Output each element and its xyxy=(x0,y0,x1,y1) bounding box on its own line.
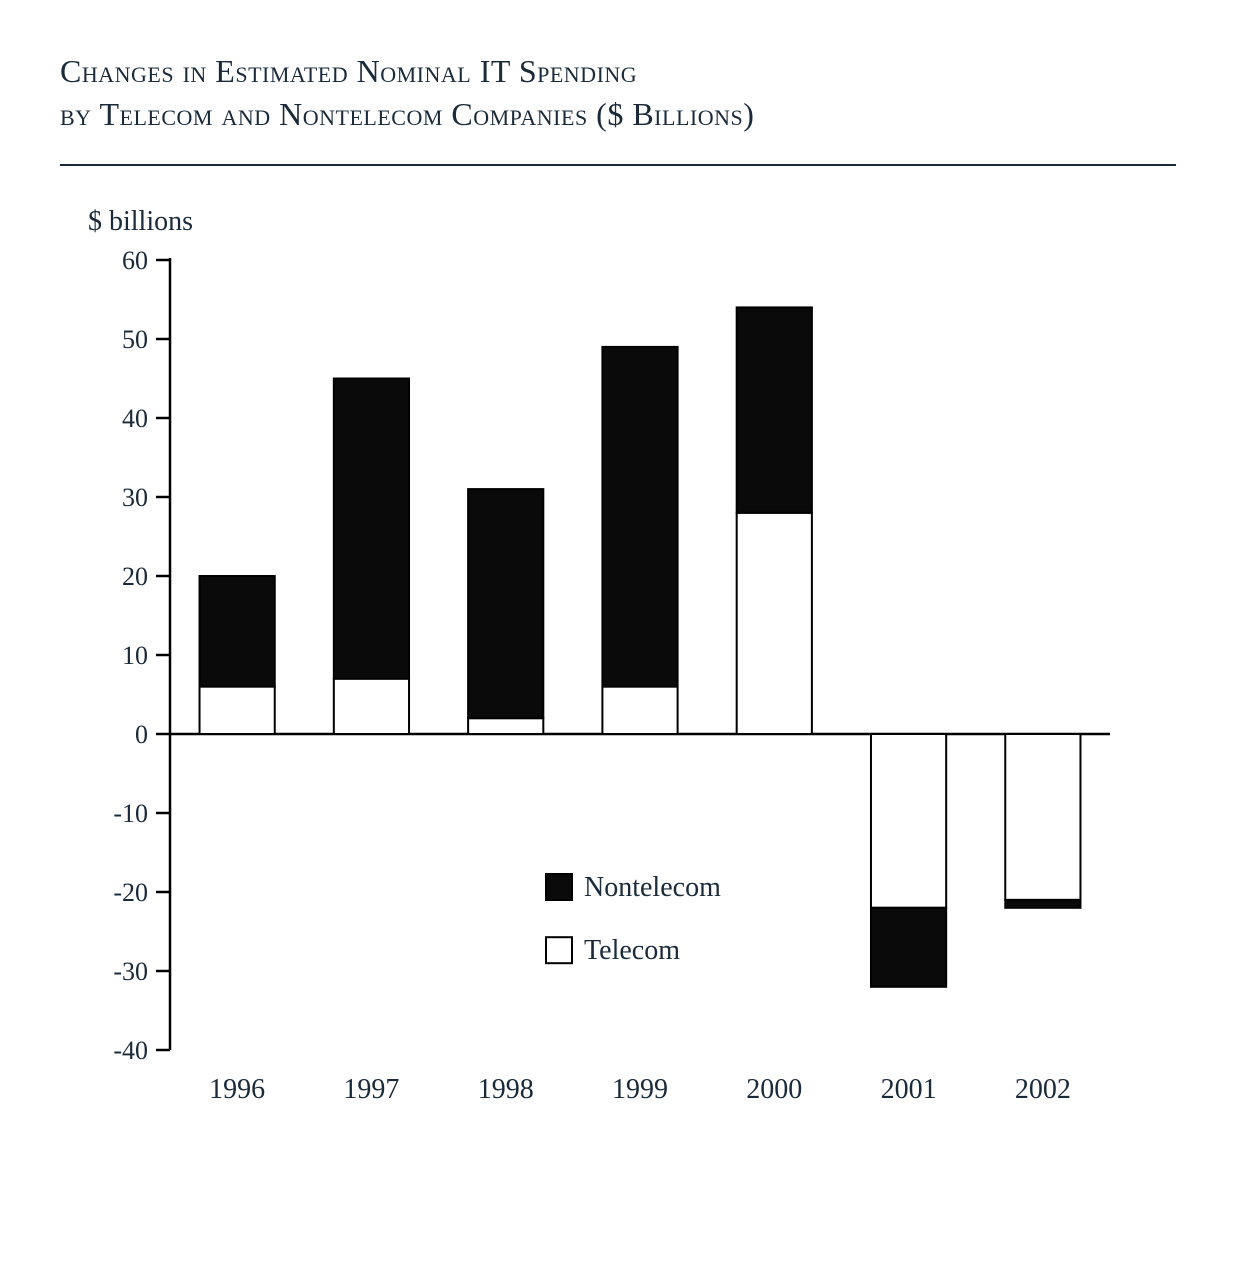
bar-nontelecom xyxy=(602,347,677,687)
y-tick-label: 20 xyxy=(122,562,148,591)
x-tick-label: 2001 xyxy=(881,1074,937,1105)
y-tick-label: 60 xyxy=(122,250,148,275)
bar-telecom xyxy=(1005,734,1080,900)
chart-title: Changes in Estimated Nominal IT Spending… xyxy=(60,50,1176,136)
y-tick-label: 10 xyxy=(122,641,148,670)
x-tick-label: 2002 xyxy=(1015,1074,1071,1105)
x-tick-label: 1998 xyxy=(478,1074,534,1105)
title-line-2: by Telecom and Nontelecom Companies ($ B… xyxy=(60,96,754,132)
y-tick-label: -10 xyxy=(113,799,148,828)
x-tick-label: 1997 xyxy=(343,1074,399,1105)
x-tick-label: 1996 xyxy=(209,1074,265,1105)
bar-nontelecom xyxy=(334,379,409,679)
x-tick-label: 2000 xyxy=(746,1074,802,1105)
bar-nontelecom xyxy=(871,908,946,987)
stacked-bar-chart: -40 -30 -20 -10 0 10 20 30 40 50 60 1996 1997 1998 199… xyxy=(60,250,1120,1130)
bar-telecom xyxy=(334,679,409,734)
bar-nontelecom xyxy=(200,576,275,687)
bar-telecom xyxy=(871,734,946,908)
chart-container: -40 -30 -20 -10 0 10 20 30 40 50 60 1996 1997 1998 199… xyxy=(60,250,1176,1130)
y-axis-label: $ billions xyxy=(88,206,1176,238)
x-tick-label: 1999 xyxy=(612,1074,668,1105)
bar-telecom xyxy=(468,719,543,735)
title-line-1: Changes in Estimated Nominal IT Spending xyxy=(60,53,637,89)
y-tick-label: 0 xyxy=(135,720,148,749)
y-tick-label: 30 xyxy=(122,483,148,512)
bar-telecom xyxy=(737,513,812,734)
y-tick-label: -40 xyxy=(113,1036,148,1065)
legend-swatch xyxy=(546,938,572,964)
title-rule xyxy=(60,164,1176,166)
y-tick-label: -20 xyxy=(113,878,148,907)
y-tick-label: 50 xyxy=(122,325,148,354)
y-tick-label: 40 xyxy=(122,404,148,433)
legend-label: Telecom xyxy=(584,936,680,967)
y-tick-label: -30 xyxy=(113,957,148,986)
bar-nontelecom xyxy=(737,308,812,513)
bar-nontelecom xyxy=(1005,900,1080,908)
legend-swatch xyxy=(546,874,572,900)
legend-label: Nontelecom xyxy=(584,872,721,903)
bar-nontelecom xyxy=(468,489,543,718)
bar-telecom xyxy=(602,687,677,734)
bar-telecom xyxy=(200,687,275,734)
